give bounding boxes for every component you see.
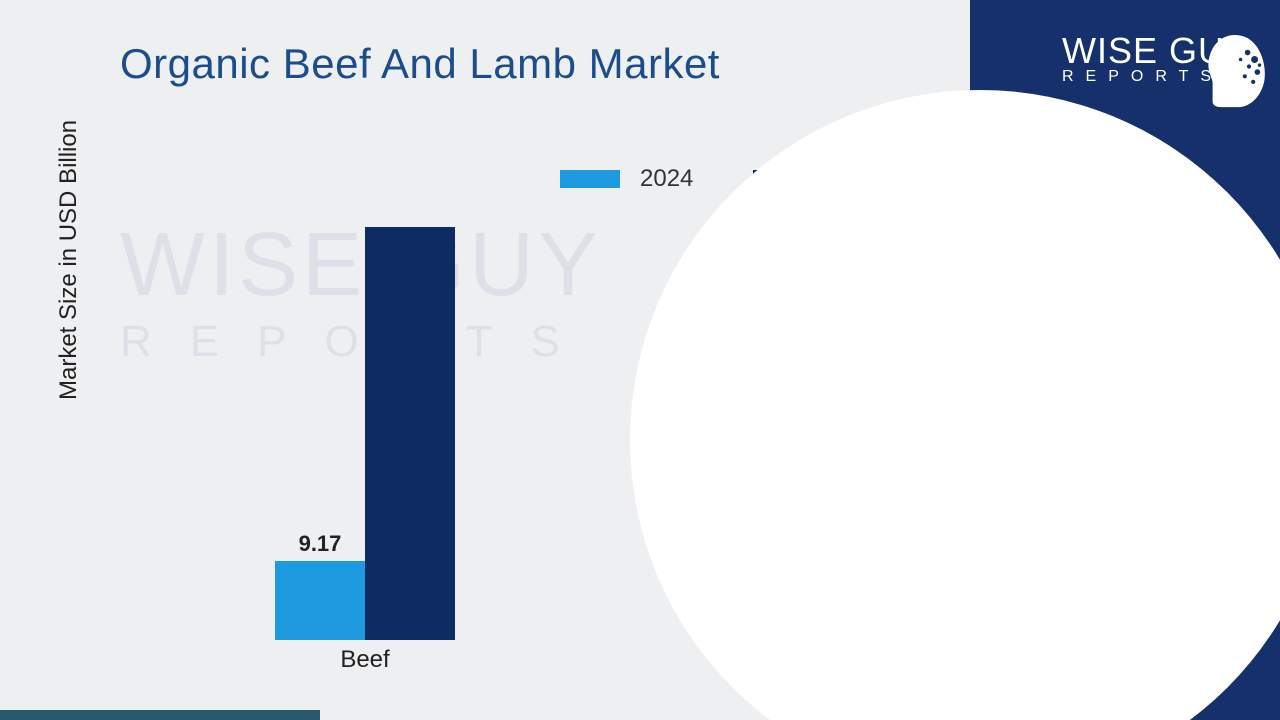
brand-head-icon: [1200, 30, 1270, 110]
bar-beef-2024: 9.17: [275, 561, 365, 640]
bottom-accent-bar: [0, 710, 320, 720]
legend-item-2024: 2024: [560, 165, 693, 193]
legend-label-2024: 2024: [640, 165, 693, 193]
chart-card: WISE GUY REPORTS Organic Beef And Lamb M…: [0, 0, 1280, 720]
bar-value-label: 9.17: [275, 531, 365, 557]
x-axis-label-beef: Beef: [265, 646, 465, 674]
y-axis-label: Market Size in USD Billion: [55, 120, 83, 400]
right-panel: WISE GUY REPORTS: [970, 0, 1280, 720]
bar-group-beef: 9.17Beef: [275, 227, 455, 640]
bar-beef-2032: [365, 227, 455, 640]
chart-title: Organic Beef And Lamb Market: [120, 40, 720, 88]
legend-swatch-2024: [560, 170, 620, 188]
